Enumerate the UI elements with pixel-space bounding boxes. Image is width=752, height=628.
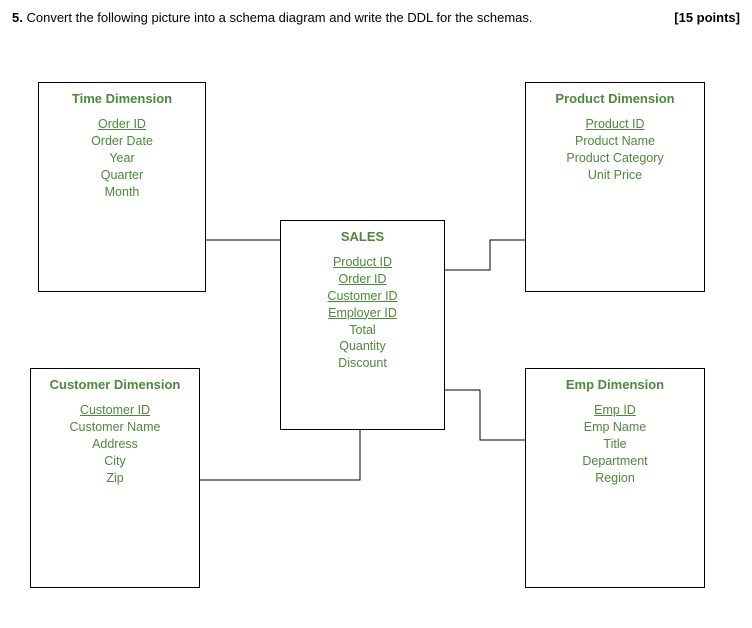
field: Product Category xyxy=(530,150,700,167)
question-body: Convert the following picture into a sch… xyxy=(26,10,532,25)
field: Title xyxy=(530,436,700,453)
question-text: 5. Convert the following picture into a … xyxy=(12,10,533,25)
field: Customer ID xyxy=(285,288,440,305)
entity-title: Emp Dimension xyxy=(530,377,700,392)
entity-product: Product Dimension Product ID Product Nam… xyxy=(525,82,705,292)
entity-customer: Customer Dimension Customer ID Customer … xyxy=(30,368,200,588)
entity-sales: SALES Product ID Order ID Customer ID Em… xyxy=(280,220,445,430)
field: Emp Name xyxy=(530,419,700,436)
entity-time: Time Dimension Order ID Order Date Year … xyxy=(38,82,206,292)
field: Customer Name xyxy=(35,419,195,436)
connector-sales-emp xyxy=(445,390,525,440)
question-number: 5. xyxy=(12,10,23,25)
field: Total xyxy=(285,322,440,339)
field: Month xyxy=(43,184,201,201)
field: Quarter xyxy=(43,167,201,184)
field: Order ID xyxy=(43,116,201,133)
question-points: [15 points] xyxy=(674,10,740,25)
field: Product ID xyxy=(530,116,700,133)
field: Discount xyxy=(285,355,440,372)
field: Customer ID xyxy=(35,402,195,419)
entity-emp: Emp Dimension Emp ID Emp Name Title Depa… xyxy=(525,368,705,588)
schema-diagram: Time Dimension Order ID Order Date Year … xyxy=(0,40,752,600)
entity-title: Time Dimension xyxy=(43,91,201,106)
field: City xyxy=(35,453,195,470)
field: Unit Price xyxy=(530,167,700,184)
field: Order ID xyxy=(285,271,440,288)
field: Product ID xyxy=(285,254,440,271)
field: Quantity xyxy=(285,338,440,355)
field: Region xyxy=(530,470,700,487)
field: Employer ID xyxy=(285,305,440,322)
field: Department xyxy=(530,453,700,470)
connector-product-sales xyxy=(445,240,525,270)
field: Emp ID xyxy=(530,402,700,419)
question-header: 5. Convert the following picture into a … xyxy=(0,0,752,40)
field: Zip xyxy=(35,470,195,487)
entity-title: Product Dimension xyxy=(530,91,700,106)
entity-title: SALES xyxy=(285,229,440,244)
entity-title: Customer Dimension xyxy=(35,377,195,392)
connector-sales-customer xyxy=(200,430,360,480)
field: Order Date xyxy=(43,133,201,150)
field: Address xyxy=(35,436,195,453)
field: Year xyxy=(43,150,201,167)
field: Product Name xyxy=(530,133,700,150)
